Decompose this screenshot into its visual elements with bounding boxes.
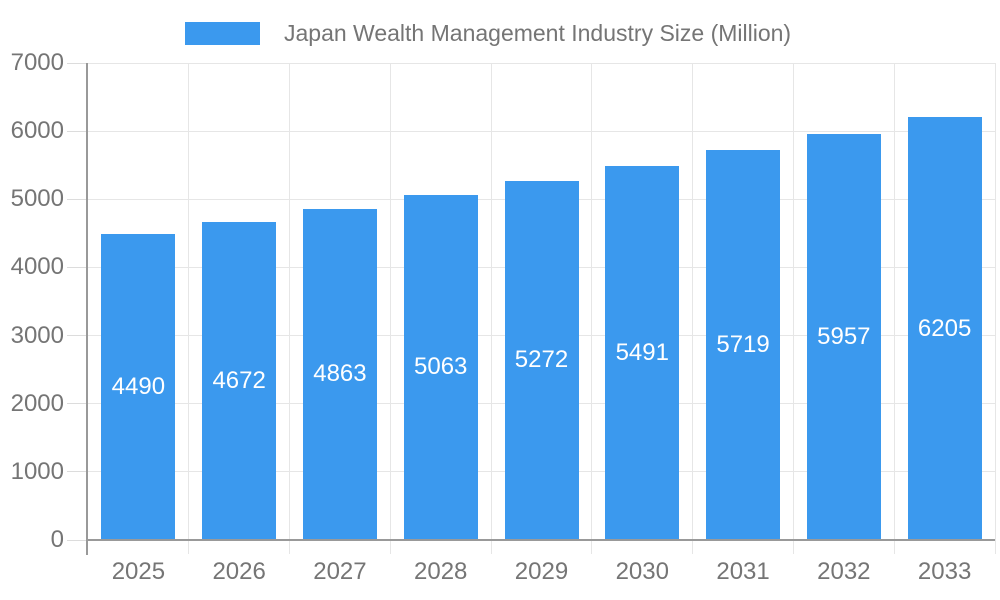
bar-2031[interactable]: 5719 [706, 150, 781, 540]
y-axis-tick-label: 6000 [10, 117, 64, 145]
gridline-v [692, 63, 694, 554]
bar-2033[interactable]: 6205 [907, 117, 982, 540]
legend[interactable]: Japan Wealth Management Industry Size (M… [185, 20, 792, 46]
bar-value-label: 5491 [615, 338, 669, 366]
x-axis-line [86, 539, 995, 541]
x-axis-label: 2027 [313, 558, 367, 585]
x-axis-label: 2030 [615, 558, 669, 585]
y-axis-tick-label: 0 [50, 526, 64, 553]
legend-label: Japan Wealth Management Industry Size (M… [284, 20, 792, 46]
gridline-v [893, 63, 895, 554]
y-axis-tick-label: 4000 [10, 253, 64, 281]
gridline-v [389, 63, 391, 554]
bar-value-label: 6205 [917, 314, 972, 342]
x-axis-label: 2025 [111, 558, 166, 585]
bar-2030[interactable]: 5491 [605, 165, 680, 540]
gridline-h [88, 62, 995, 64]
gridline-v [490, 63, 492, 554]
y-axis-tick [67, 471, 88, 473]
y-axis-line [86, 63, 88, 555]
y-axis-tick [67, 335, 88, 337]
y-axis-tick-label: 2000 [10, 389, 64, 417]
y-axis-tick [67, 539, 88, 541]
y-axis-tick-label: 3000 [10, 321, 64, 349]
x-axis-label: 2028 [414, 558, 468, 585]
bar-2029[interactable]: 5272 [504, 180, 579, 540]
y-axis-tick [67, 403, 88, 405]
y-axis-tick [67, 62, 88, 64]
bar-2027[interactable]: 4863 [302, 208, 377, 540]
y-axis-tick [67, 198, 88, 200]
bar-value-label: 5272 [514, 346, 569, 374]
gridline-v [188, 63, 190, 554]
x-axis-label: 2029 [514, 558, 569, 585]
gridline-v [289, 63, 291, 554]
bar-value-label: 4672 [212, 366, 266, 394]
gridline-v [792, 63, 794, 554]
y-axis-tick-label: 5000 [10, 185, 64, 213]
gridline-v [994, 63, 996, 554]
bar-2026[interactable]: 4672 [202, 221, 277, 540]
bar-value-label: 5719 [716, 331, 770, 359]
bar-value-label: 5957 [817, 323, 871, 351]
x-axis-label: 2032 [817, 558, 871, 585]
x-axis-label: 2026 [212, 558, 266, 585]
gridline-v [591, 63, 593, 554]
bar-value-label: 4863 [313, 360, 367, 388]
x-axis-label: 2033 [917, 558, 972, 585]
bar-2032[interactable]: 5957 [806, 134, 881, 540]
y-axis-tick-label: 1000 [10, 457, 64, 485]
y-axis-tick-label: 7000 [10, 49, 64, 76]
gridline-h [88, 130, 995, 132]
bar-2025[interactable]: 4490 [101, 234, 176, 540]
legend-swatch [185, 22, 260, 45]
x-axis-label: 2031 [716, 558, 770, 585]
y-axis-tick [67, 130, 88, 132]
bar-2028[interactable]: 5063 [403, 194, 478, 540]
bar-value-label: 5063 [414, 353, 468, 381]
y-axis-tick [67, 266, 88, 268]
bar-value-label: 4490 [111, 373, 166, 400]
